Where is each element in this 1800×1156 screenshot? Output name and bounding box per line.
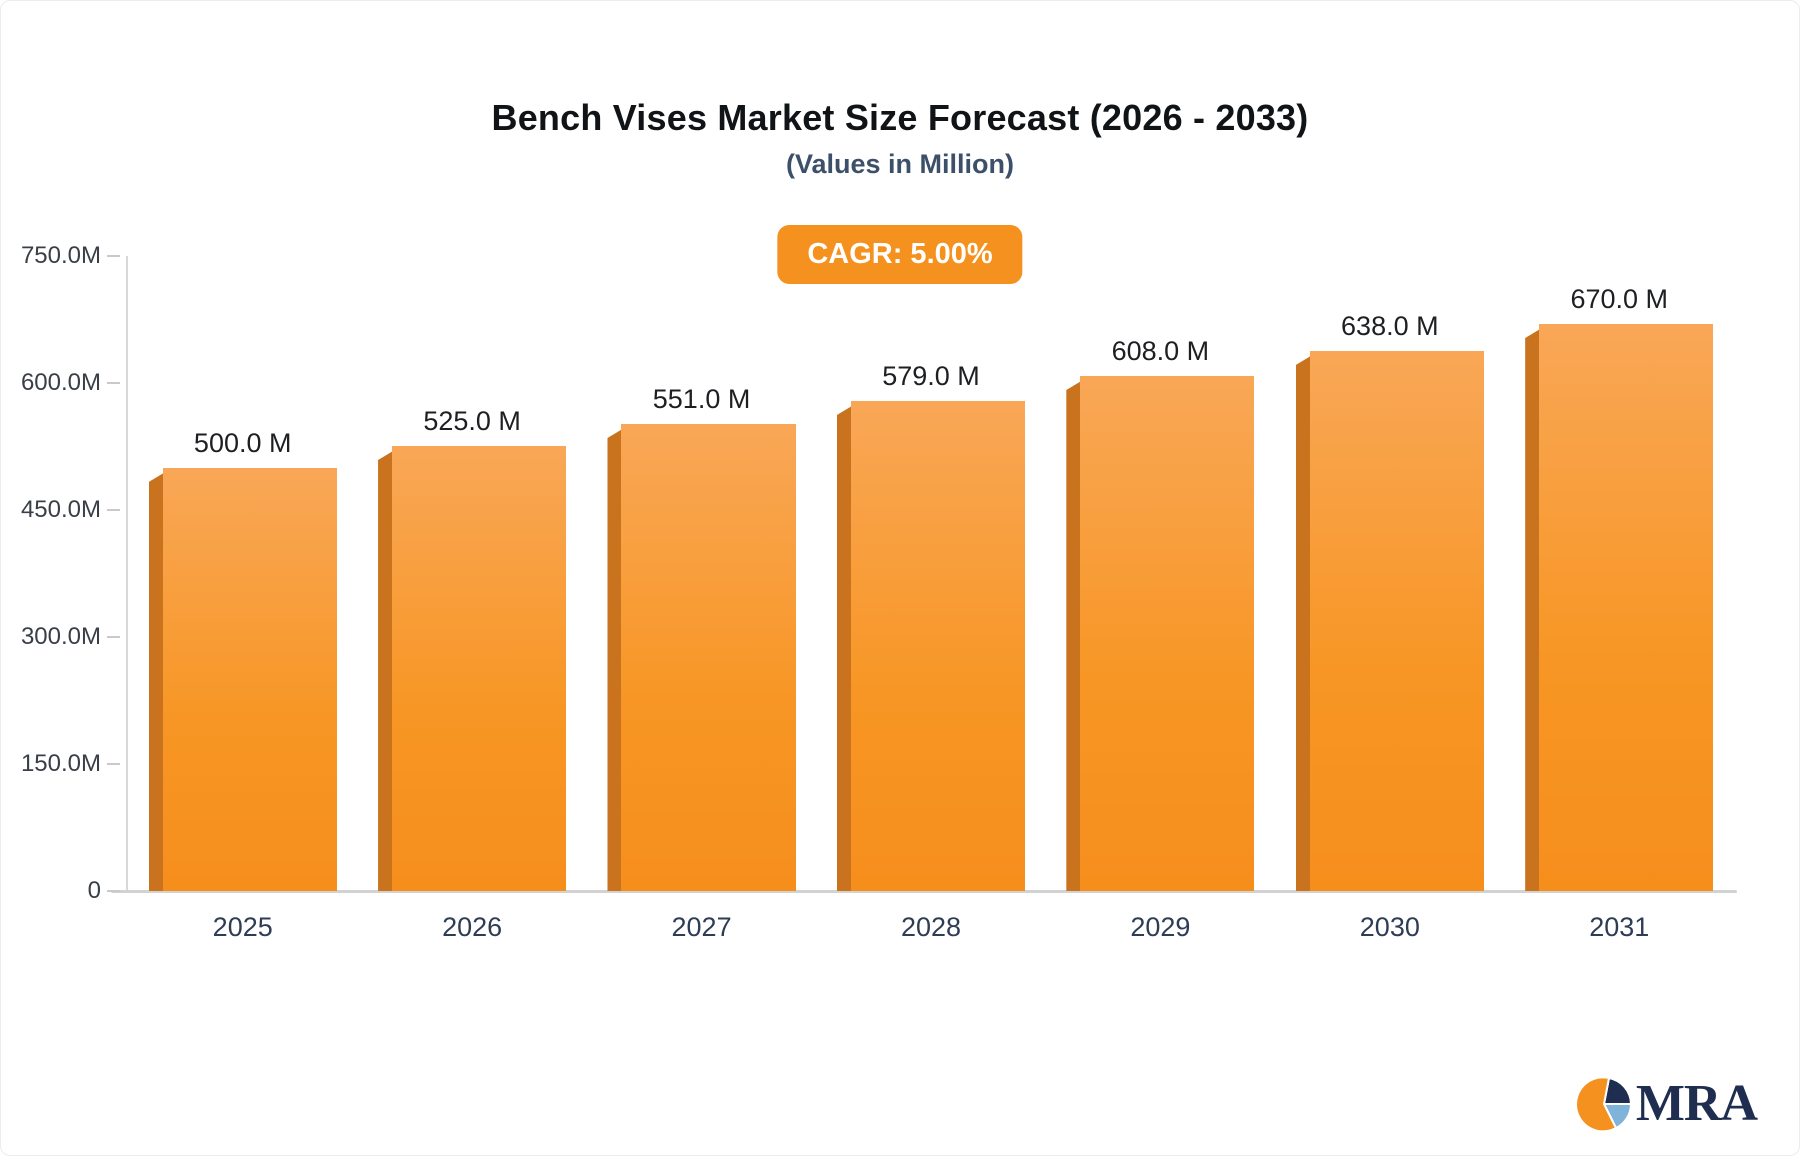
bar-left-edge	[1525, 329, 1541, 891]
bar-left-edge	[1066, 381, 1082, 891]
x-axis-label: 2029	[1130, 912, 1191, 942]
bar-body	[1539, 324, 1714, 891]
bar-value-label: 500.0 M	[193, 428, 292, 458]
bar	[1295, 351, 1484, 891]
chart-title: Bench Vises Market Size Forecast (2026 -…	[491, 97, 1309, 138]
bar-value-label: 551.0 M	[652, 384, 751, 414]
bar-value-label: 608.0 M	[1111, 336, 1210, 366]
y-tick-label: 150.0M	[20, 750, 101, 777]
bar-body	[621, 424, 796, 891]
chart-subtitle: (Values in Million)	[785, 149, 1015, 179]
bar-left-edge	[148, 473, 164, 891]
x-axis-label: 2027	[671, 912, 732, 942]
bar	[378, 446, 567, 891]
x-axis-label: 2028	[900, 912, 962, 942]
bar	[607, 424, 796, 891]
y-tick-label: 750.0M	[20, 242, 101, 269]
bar-group: 608.0 M 2029	[1046, 256, 1275, 942]
bar	[1066, 376, 1255, 891]
x-axis-label: 2025	[212, 912, 273, 942]
y-tick-label: 450.0M	[20, 496, 101, 523]
bar-group: 670.0 M 2031	[1505, 256, 1734, 942]
y-tick-mark	[107, 509, 120, 511]
y-tick-mark	[107, 763, 120, 765]
bar-group: 579.0 M 2028	[816, 256, 1045, 942]
bar-value-label: 670.0 M	[1570, 284, 1669, 314]
bar-left-edge	[1295, 356, 1311, 891]
bar-group: 525.0 M 2026	[357, 256, 586, 942]
bar-left-edge	[607, 429, 623, 891]
y-tick-mark	[107, 382, 120, 384]
bar-value-label: 638.0 M	[1341, 311, 1439, 341]
cagr-badge: CAGR: 5.00%	[777, 225, 1023, 284]
x-axis-line	[111, 890, 1737, 893]
x-axis-label: 2030	[1359, 912, 1420, 942]
y-tick-mark	[107, 636, 120, 638]
logo-text: MRA	[1635, 1075, 1758, 1132]
logo-pie-icon	[1574, 1076, 1632, 1133]
plot-area	[126, 256, 1734, 891]
chart-area: 500.0 M 2025 525.0 M 2026 551.0 M 2027 579.0 M…	[1, 242, 1799, 942]
y-tick-label: 0	[87, 877, 101, 904]
y-tick-label: 600.0M	[20, 369, 101, 396]
bar-left-edge	[378, 451, 394, 891]
bar-body	[162, 468, 337, 891]
bar-value-label: 579.0 M	[882, 361, 980, 391]
bar	[1525, 324, 1714, 891]
brand-logo: MRA	[1574, 1075, 1758, 1133]
x-axis-label: 2026	[442, 912, 503, 942]
y-tick-mark	[107, 890, 120, 892]
bar-value-label: 525.0 M	[423, 406, 521, 436]
y-tick-label: 300.0M	[20, 623, 101, 650]
bar-left-edge	[836, 406, 852, 891]
bar-body	[1309, 351, 1484, 891]
bar-body	[1080, 376, 1255, 891]
x-axis-label: 2031	[1589, 912, 1650, 942]
bar-group: 500.0 M 2025	[128, 256, 357, 942]
bar-group: 638.0 M 2030	[1275, 256, 1504, 942]
bar-body	[850, 401, 1026, 891]
bar-group: 551.0 M 2027	[587, 256, 816, 942]
bar	[148, 468, 337, 891]
bar-body	[392, 446, 567, 891]
y-tick-mark	[107, 255, 120, 257]
bar	[836, 401, 1026, 891]
bars-container: 500.0 M 2025 525.0 M 2026 551.0 M 2027 579.0 M…	[128, 256, 1734, 942]
